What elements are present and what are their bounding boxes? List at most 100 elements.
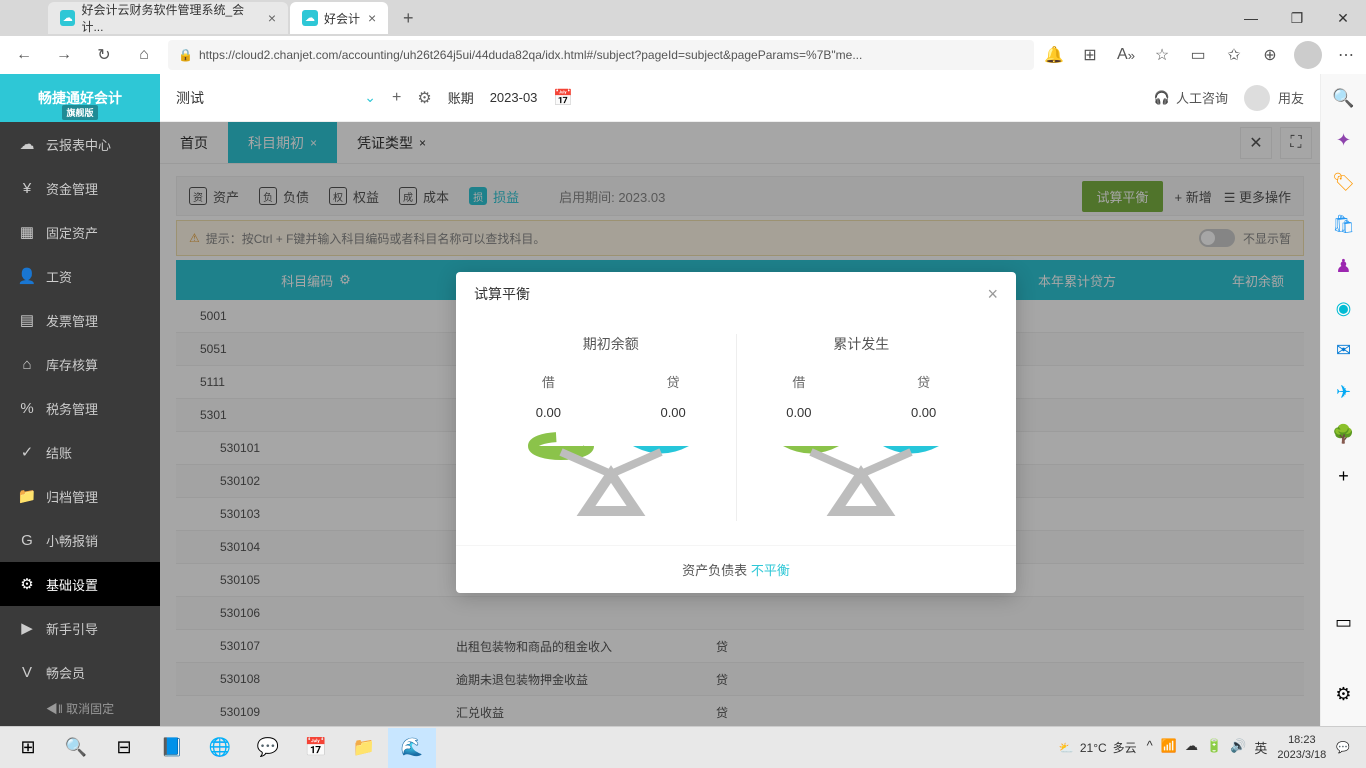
balance-scale-icon	[511, 426, 711, 516]
outlook-icon[interactable]: ✉	[1332, 338, 1356, 362]
sidebar-item[interactable]: ⚙ 基础设置	[0, 562, 160, 606]
search-button[interactable]: 🔍	[52, 728, 100, 768]
plus-icon[interactable]: +	[1332, 464, 1356, 488]
sidebar-item[interactable]: ⌂库存核算	[0, 342, 160, 386]
menu-icon[interactable]: ⋯	[1334, 43, 1358, 67]
headset-icon: 🎧	[1154, 90, 1170, 106]
volume-icon[interactable]: 🔊	[1230, 738, 1246, 757]
text-size-icon[interactable]: A»	[1114, 43, 1138, 67]
bag-icon[interactable]: 🛍	[1332, 212, 1356, 236]
collections-icon[interactable]: ⊕	[1258, 43, 1282, 67]
explorer-icon[interactable]: 📁	[340, 728, 388, 768]
url-text: https://cloud2.chanjet.com/accounting/uh…	[199, 48, 862, 62]
browser-tabs: ☁ 好会计云财务软件管理系统_会计... × ☁ 好会计 × + — ❐ ✕	[0, 0, 1366, 36]
modal-close-button[interactable]: ×	[987, 284, 998, 305]
wechat-icon[interactable]: 💬	[244, 728, 292, 768]
send-icon[interactable]: ✈	[1332, 380, 1356, 404]
balance-scale-icon	[761, 426, 961, 516]
cloud-icon[interactable]: ☁	[1185, 738, 1198, 757]
sidebar-collapse-button[interactable]: ◀‖ 取消固定	[0, 690, 160, 726]
maximize-button[interactable]: ❐	[1274, 0, 1320, 36]
tree-icon[interactable]: 🌳	[1332, 422, 1356, 446]
settings-icon[interactable]: ⚙	[1332, 682, 1356, 706]
panel-icon[interactable]: ▭	[1332, 610, 1356, 634]
new-tab-button[interactable]: +	[394, 4, 422, 32]
sidebar-icon: ⚙	[18, 575, 36, 593]
calendar-icon[interactable]: 📅	[553, 88, 573, 108]
ime-indicator[interactable]: 英	[1254, 738, 1267, 757]
sidebar-item[interactable]: ▤发票管理	[0, 298, 160, 342]
user-menu[interactable]: 用友	[1244, 85, 1304, 111]
sidebar-item[interactable]: 👤工资	[0, 254, 160, 298]
calendar-icon[interactable]: 📅	[292, 728, 340, 768]
app-icon[interactable]: 📘	[148, 728, 196, 768]
add-icon[interactable]: +	[392, 89, 401, 107]
sidebar-label: 新手引导	[46, 619, 98, 638]
favorites-icon[interactable]: ✩	[1222, 43, 1246, 67]
logo-badge: 旗舰版	[62, 105, 97, 120]
sidebar-item[interactable]: ▶新手引导	[0, 606, 160, 650]
sidebar-item[interactable]: ☁云报表中心	[0, 122, 160, 166]
extension-icon[interactable]: ⊞	[1078, 43, 1102, 67]
sidebar-item[interactable]: G小畅报销	[0, 518, 160, 562]
sidebar-label: 税务管理	[46, 399, 98, 418]
account-selector[interactable]: 测试 ⌄	[176, 88, 376, 108]
sparkle-icon[interactable]: ✦	[1332, 128, 1356, 152]
back-button[interactable]: ←	[8, 39, 40, 71]
chevron-up-icon[interactable]: ^	[1147, 738, 1153, 757]
weather-widget[interactable]: ⛅ 21°C 多云	[1059, 739, 1137, 756]
time: 18:23	[1277, 733, 1326, 747]
sidebar-icon: ¥	[18, 179, 36, 197]
home-button[interactable]: ⌂	[128, 39, 160, 71]
sidebar-item[interactable]: ▦固定资产	[0, 210, 160, 254]
sidebar-label: 归档管理	[46, 487, 98, 506]
footer-status: 不平衡	[751, 563, 790, 578]
refresh-button[interactable]: ↻	[88, 39, 120, 71]
chrome-icon[interactable]: 🌐	[196, 728, 244, 768]
sidebar-label: 固定资产	[46, 223, 98, 242]
tag-icon[interactable]: 🏷	[1332, 170, 1356, 194]
credit-value: 0.00	[611, 405, 736, 420]
profile-avatar[interactable]	[1294, 41, 1322, 69]
edge-icon[interactable]: 🌊	[388, 728, 436, 768]
sidebar-label: 畅会员	[46, 663, 85, 682]
start-button[interactable]: ⊞	[4, 728, 52, 768]
sidebar-item[interactable]: V畅会员	[0, 650, 160, 694]
battery-icon[interactable]: 🔋	[1206, 738, 1222, 757]
favorite-icon[interactable]: ☆	[1150, 43, 1174, 67]
browser-tab[interactable]: ☁ 好会计 ×	[290, 2, 388, 34]
datetime[interactable]: 18:23 2023/3/18	[1277, 733, 1326, 762]
circle-icon[interactable]: ◉	[1332, 296, 1356, 320]
footer-label: 资产负债表	[682, 563, 747, 578]
sidebar-label: 基础设置	[46, 575, 98, 594]
close-icon[interactable]: ×	[268, 10, 276, 26]
search-icon[interactable]: 🔍	[1332, 86, 1356, 110]
sidebar-label: 资金管理	[46, 179, 98, 198]
consult-button[interactable]: 🎧 人工咨询	[1154, 88, 1228, 107]
sidebar: 畅捷通好会计 旗舰版 ☁云报表中心¥资金管理▦固定资产👤工资▤发票管理⌂库存核算…	[0, 74, 160, 726]
taskbar: ⊞ 🔍 ⊟ 📘 🌐 💬 📅 📁 🌊 ⛅ 21°C 多云 ^ 📶 ☁ 🔋 🔊 英 …	[0, 726, 1366, 768]
notifications-icon[interactable]: 💬	[1336, 741, 1350, 754]
reader-icon[interactable]: ▭	[1186, 43, 1210, 67]
close-icon[interactable]: ×	[368, 10, 376, 26]
sidebar-icon: 👤	[18, 267, 36, 285]
notification-icon[interactable]: 🔔	[1042, 43, 1066, 67]
tray-icons: ^ 📶 ☁ 🔋 🔊 英	[1147, 738, 1268, 757]
sidebar-item[interactable]: %税务管理	[0, 386, 160, 430]
wifi-icon[interactable]: 📶	[1161, 738, 1177, 757]
system-tray: ⛅ 21°C 多云 ^ 📶 ☁ 🔋 🔊 英 18:23 2023/3/18 💬	[1059, 733, 1362, 762]
close-button[interactable]: ✕	[1320, 0, 1366, 36]
minimize-button[interactable]: —	[1228, 0, 1274, 36]
sidebar-item[interactable]: ✓结账	[0, 430, 160, 474]
browser-tab[interactable]: ☁ 好会计云财务软件管理系统_会计... ×	[48, 2, 288, 34]
sidebar-icon: 📁	[18, 487, 36, 505]
forward-button[interactable]: →	[48, 39, 80, 71]
date: 2023/3/18	[1277, 748, 1326, 762]
url-bar[interactable]: 🔒 https://cloud2.chanjet.com/accounting/…	[168, 40, 1034, 70]
sidebar-item[interactable]: ¥ 资金管理	[0, 166, 160, 210]
modal-body: 期初余额 借 0.00 贷 0.00	[456, 316, 1016, 545]
sidebar-item[interactable]: 📁 归档管理	[0, 474, 160, 518]
gear-icon[interactable]: ⚙	[417, 88, 431, 108]
task-view-button[interactable]: ⊟	[100, 728, 148, 768]
chess-icon[interactable]: ♟	[1332, 254, 1356, 278]
